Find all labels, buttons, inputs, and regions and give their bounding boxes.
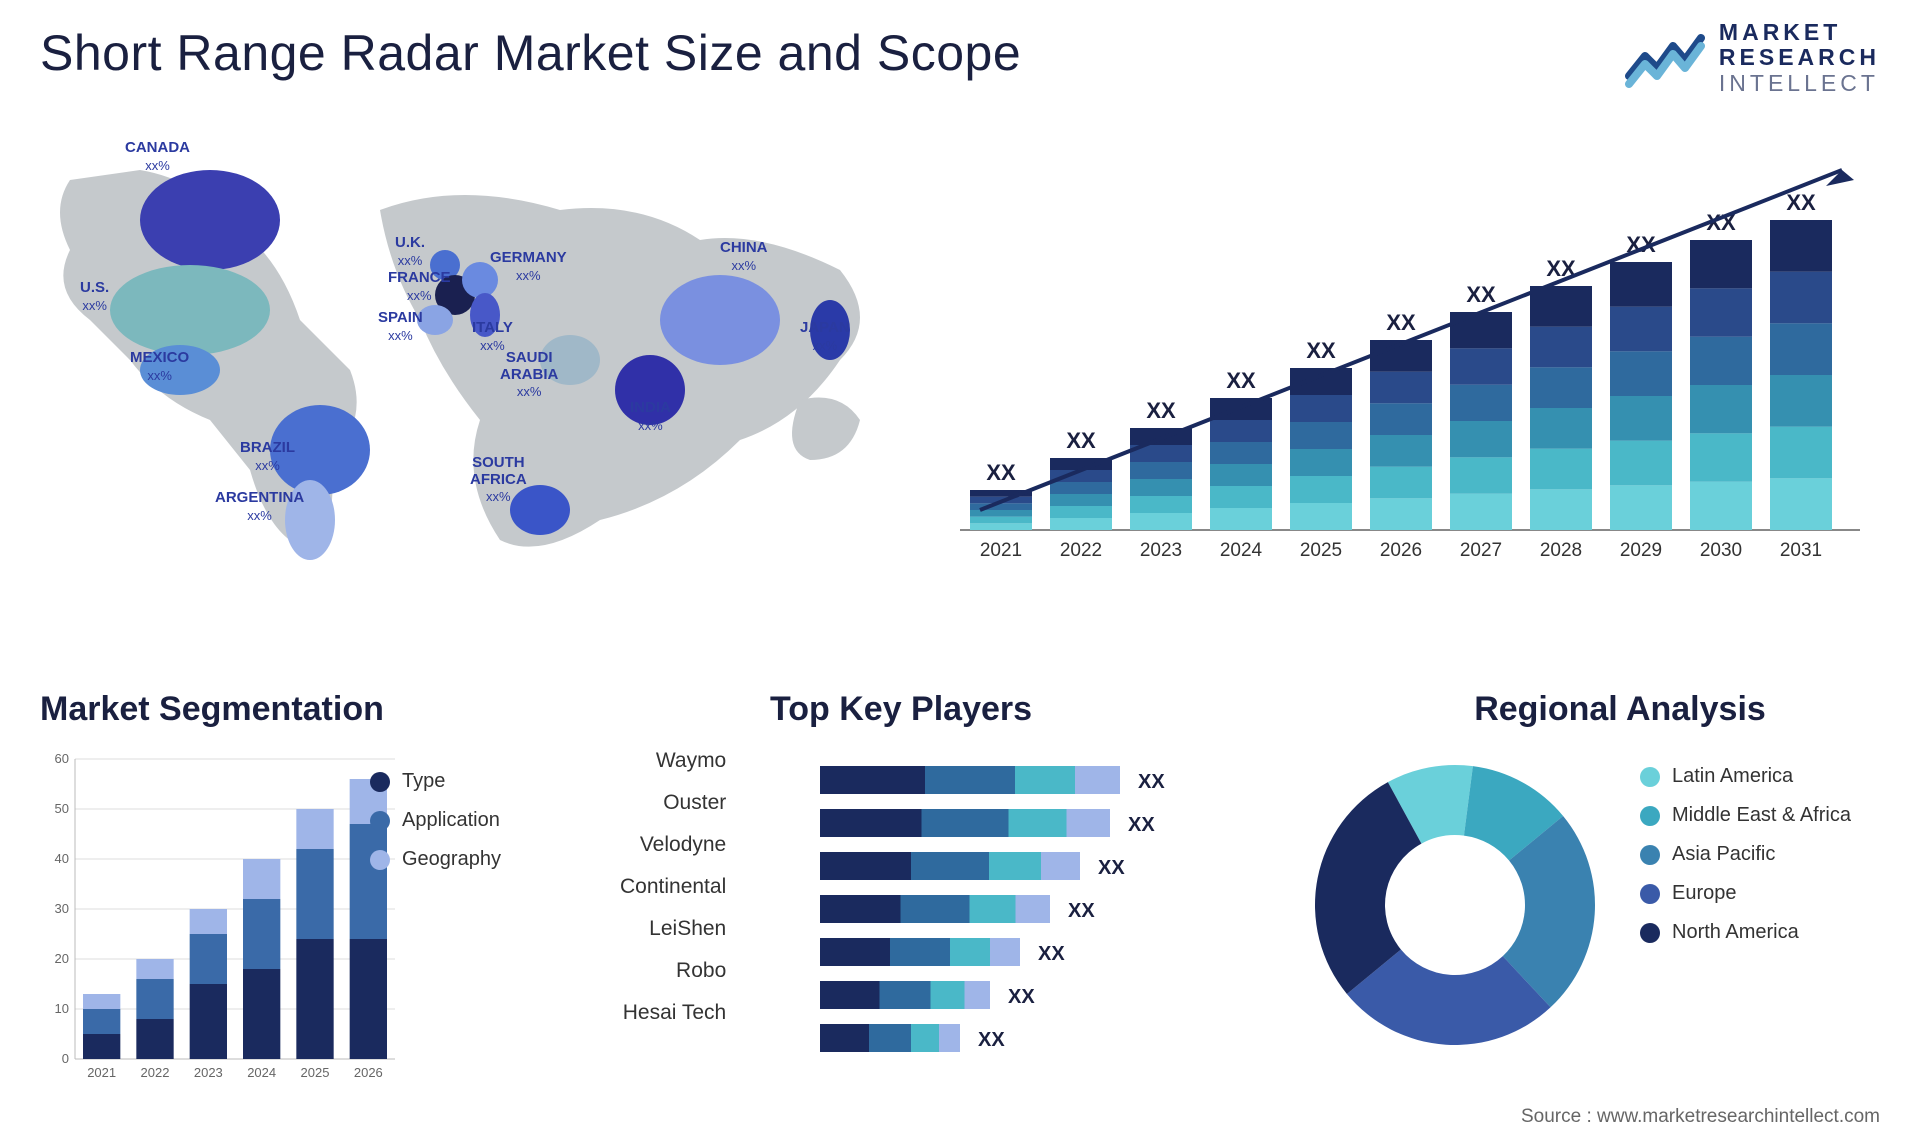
- logo-mark-icon: [1625, 28, 1705, 88]
- region-legend-middle-east-africa: Middle East & Africa: [1640, 804, 1851, 827]
- map-label-south-africa: SOUTHAFRICAxx%: [470, 455, 527, 504]
- player-robo: Robo: [620, 950, 726, 992]
- regional-title: Regional Analysis: [1360, 690, 1880, 729]
- logo-line2: RESEARCH: [1719, 45, 1880, 70]
- svg-text:XX: XX: [1226, 368, 1256, 393]
- svg-text:XX: XX: [1066, 428, 1096, 453]
- svg-text:XX: XX: [1138, 771, 1165, 793]
- svg-text:XX: XX: [1786, 190, 1816, 215]
- svg-text:XX: XX: [1306, 338, 1336, 363]
- player-waymo: Waymo: [620, 740, 726, 782]
- map-label-saudi-arabia: SAUDIARABIAxx%: [500, 350, 558, 399]
- map-label-u-s-: U.S.xx%: [80, 280, 109, 313]
- segmentation-legend: Type Application Geography: [370, 770, 501, 887]
- growth-bar-chart: 2021 XX 2022 XX 2023 XX 2024 XX 2025 XX 2026 XX 2027…: [960, 130, 1860, 570]
- player-continental: Continental: [620, 866, 726, 908]
- players-bar-chart: XXXXXXXXXXXXXX: [820, 760, 1260, 1070]
- svg-text:2030: 2030: [1700, 540, 1742, 561]
- svg-text:2029: 2029: [1620, 540, 1662, 561]
- region-legend-north-america: North America: [1640, 921, 1851, 944]
- svg-text:2021: 2021: [87, 1065, 116, 1080]
- map-label-canada: CANADAxx%: [125, 140, 190, 173]
- svg-text:2025: 2025: [1300, 540, 1342, 561]
- logo-line1: MARKET: [1719, 20, 1880, 45]
- svg-text:XX: XX: [1146, 398, 1176, 423]
- svg-text:10: 10: [55, 1001, 69, 1016]
- svg-text:50: 50: [55, 801, 69, 816]
- seg-legend-geography: Geography: [370, 848, 501, 871]
- map-label-germany: GERMANYxx%: [490, 250, 567, 283]
- svg-text:XX: XX: [1068, 900, 1095, 922]
- page-title: Short Range Radar Market Size and Scope: [40, 24, 1021, 82]
- svg-text:2023: 2023: [194, 1065, 223, 1080]
- map-label-u-k-: U.K.xx%: [395, 235, 425, 268]
- map-label-japan: JAPANxx%: [800, 320, 850, 353]
- svg-text:2022: 2022: [141, 1065, 170, 1080]
- svg-text:XX: XX: [1128, 814, 1155, 836]
- brand-logo: MARKET RESEARCH INTELLECT: [1625, 20, 1880, 96]
- seg-legend-application: Application: [370, 809, 501, 832]
- logo-line3: INTELLECT: [1719, 71, 1880, 96]
- svg-text:2022: 2022: [1060, 540, 1102, 561]
- svg-text:60: 60: [55, 751, 69, 766]
- map-label-italy: ITALYxx%: [472, 320, 513, 353]
- segmentation-title: Market Segmentation: [40, 690, 710, 729]
- world-map: CANADAxx% U.S.xx% MEXICOxx% BRAZILxx% ARGENT…: [40, 120, 910, 580]
- player-ouster: Ouster: [620, 782, 726, 824]
- svg-text:XX: XX: [986, 460, 1016, 485]
- svg-text:2026: 2026: [354, 1065, 383, 1080]
- map-label-mexico: MEXICOxx%: [130, 350, 189, 383]
- svg-text:XX: XX: [1466, 282, 1496, 307]
- svg-text:2024: 2024: [1220, 540, 1263, 561]
- region-legend-europe: Europe: [1640, 882, 1851, 905]
- svg-text:20: 20: [55, 951, 69, 966]
- svg-text:XX: XX: [1038, 943, 1065, 965]
- player-leishen: LeiShen: [620, 908, 726, 950]
- player-velodyne: Velodyne: [620, 824, 726, 866]
- svg-text:2026: 2026: [1380, 540, 1422, 561]
- players-names: WaymoOusterVelodyneContinentalLeiShenRob…: [620, 740, 726, 1034]
- svg-text:2024: 2024: [247, 1065, 276, 1080]
- map-label-china: CHINAxx%: [720, 240, 768, 273]
- svg-text:30: 30: [55, 901, 69, 916]
- svg-text:XX: XX: [1386, 310, 1416, 335]
- svg-text:XX: XX: [1098, 857, 1125, 879]
- map-label-india: INDIAxx%: [630, 400, 671, 433]
- map-label-argentina: ARGENTINAxx%: [215, 490, 304, 523]
- region-legend-latin-america: Latin America: [1640, 765, 1851, 788]
- segmentation-chart: 0 10 20 30 40 50 60 2021 2022 2023 2024 2025 2026: [40, 749, 400, 1089]
- svg-text:XX: XX: [1008, 986, 1035, 1008]
- svg-text:XX: XX: [978, 1029, 1005, 1051]
- seg-legend-type: Type: [370, 770, 501, 793]
- players-title: Top Key Players: [770, 690, 1350, 729]
- region-legend-asia-pacific: Asia Pacific: [1640, 843, 1851, 866]
- svg-text:2025: 2025: [301, 1065, 330, 1080]
- regional-donut-chart: [1300, 750, 1610, 1060]
- svg-text:0: 0: [62, 1051, 69, 1066]
- regional-legend: Latin America Middle East & Africa Asia Pa…: [1640, 765, 1851, 960]
- svg-text:2028: 2028: [1540, 540, 1582, 561]
- player-hesai-tech: Hesai Tech: [620, 992, 726, 1034]
- svg-text:2027: 2027: [1460, 540, 1502, 561]
- svg-text:2021: 2021: [980, 540, 1022, 561]
- map-label-brazil: BRAZILxx%: [240, 440, 295, 473]
- map-label-france: FRANCExx%: [388, 270, 451, 303]
- map-label-spain: SPAINxx%: [378, 310, 423, 343]
- svg-text:40: 40: [55, 851, 69, 866]
- svg-text:2031: 2031: [1780, 540, 1822, 561]
- svg-text:2023: 2023: [1140, 540, 1182, 561]
- source-attribution: Source : www.marketresearchintellect.com: [1521, 1106, 1880, 1128]
